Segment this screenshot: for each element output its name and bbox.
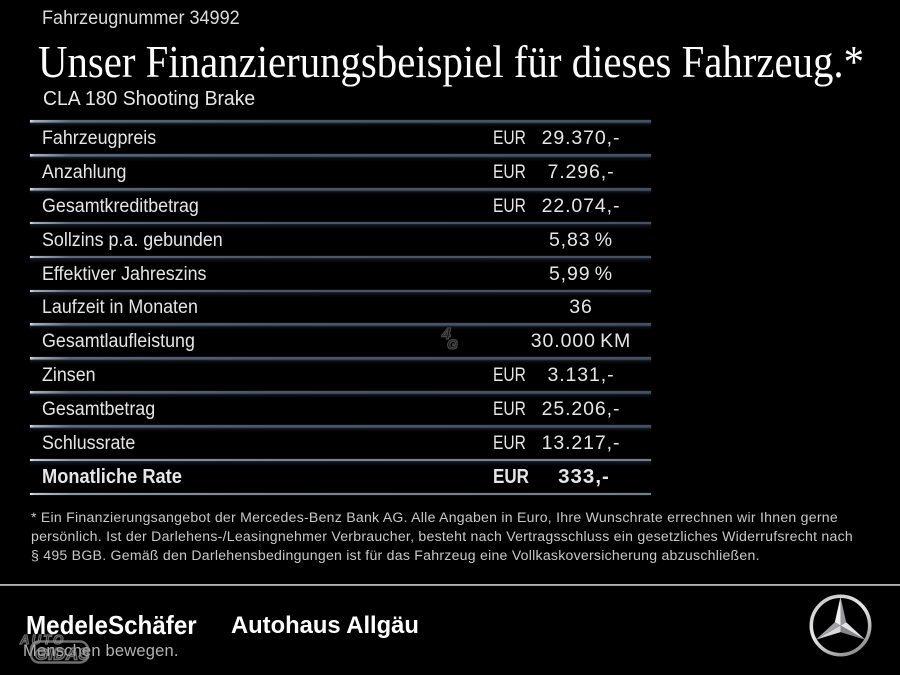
svg-text:GIDAS: GIDAS: [35, 646, 90, 664]
svg-text:G: G: [447, 336, 458, 352]
svg-text:AUTO: AUTO: [19, 632, 65, 647]
svg-text:4: 4: [441, 326, 451, 343]
